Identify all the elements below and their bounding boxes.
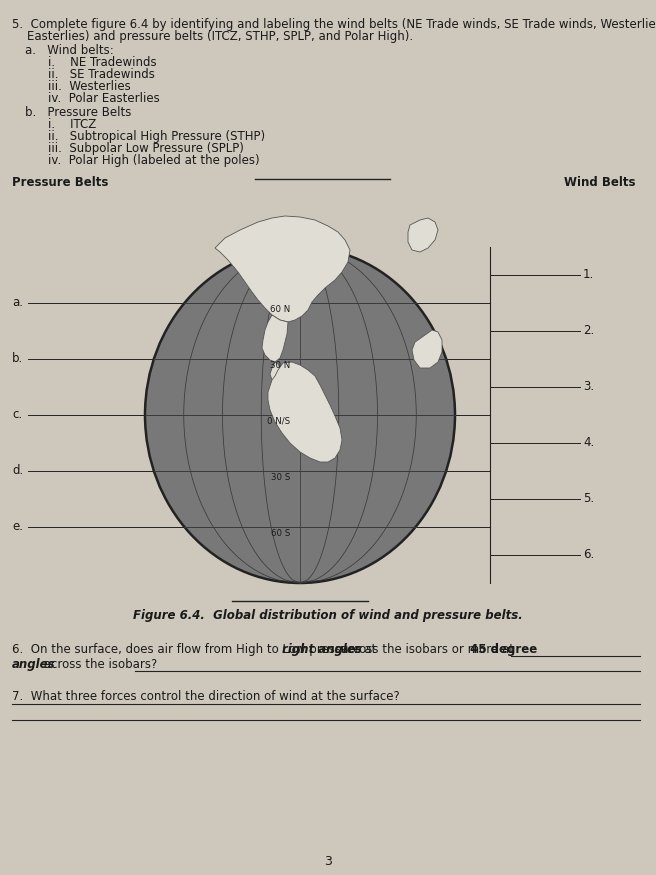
Text: ii.   SE Tradewinds: ii. SE Tradewinds bbox=[48, 68, 155, 81]
Text: c.: c. bbox=[12, 409, 22, 422]
Text: 3.: 3. bbox=[583, 381, 594, 394]
Text: iii.  Westerlies: iii. Westerlies bbox=[48, 80, 131, 93]
Text: i.    NE Tradewinds: i. NE Tradewinds bbox=[48, 56, 157, 69]
Text: ii.   Subtropical High Pressure (STHP): ii. Subtropical High Pressure (STHP) bbox=[48, 130, 265, 143]
Text: a.   Wind belts:: a. Wind belts: bbox=[25, 44, 113, 57]
Text: 6.  On the surface, does air flow from High to Low pressure at: 6. On the surface, does air flow from Hi… bbox=[12, 643, 380, 656]
Text: 0 N/S: 0 N/S bbox=[267, 417, 290, 426]
Text: iv.  Polar High (labeled at the poles): iv. Polar High (labeled at the poles) bbox=[48, 154, 260, 167]
Text: d.: d. bbox=[12, 465, 23, 478]
Text: Wind Belts: Wind Belts bbox=[565, 176, 636, 189]
Text: 30 N: 30 N bbox=[270, 361, 290, 370]
Text: b.   Pressure Belts: b. Pressure Belts bbox=[25, 106, 131, 119]
Text: 60 N: 60 N bbox=[270, 305, 290, 314]
Text: 5.: 5. bbox=[583, 493, 594, 506]
Text: b.: b. bbox=[12, 353, 23, 366]
Text: across the isobars or more at: across the isobars or more at bbox=[337, 643, 518, 656]
Polygon shape bbox=[408, 218, 438, 252]
Text: 30 S: 30 S bbox=[271, 473, 290, 482]
Text: across the isobars?: across the isobars? bbox=[40, 658, 157, 671]
Text: 7.  What three forces control the direction of wind at the surface?: 7. What three forces control the directi… bbox=[12, 690, 400, 703]
Text: a.: a. bbox=[12, 297, 23, 310]
Text: 2.: 2. bbox=[583, 325, 594, 338]
Polygon shape bbox=[262, 315, 288, 362]
Text: Pressure Belts: Pressure Belts bbox=[12, 176, 108, 189]
Text: 6.: 6. bbox=[583, 549, 594, 562]
Polygon shape bbox=[215, 216, 350, 322]
Text: 45 degree: 45 degree bbox=[470, 643, 537, 656]
Text: 4.: 4. bbox=[583, 437, 594, 450]
Polygon shape bbox=[268, 362, 342, 462]
Text: 5.  Complete figure 6.4 by identifying and labeling the wind belts (NE Trade win: 5. Complete figure 6.4 by identifying an… bbox=[12, 18, 656, 31]
Text: 60 S: 60 S bbox=[271, 529, 290, 538]
Text: iii.  Subpolar Low Pressure (SPLP): iii. Subpolar Low Pressure (SPLP) bbox=[48, 142, 244, 155]
Text: 3: 3 bbox=[324, 855, 332, 868]
Text: Easterlies) and pressure belts (ITCZ, STHP, SPLP, and Polar High).: Easterlies) and pressure belts (ITCZ, ST… bbox=[12, 30, 413, 43]
Text: right angles: right angles bbox=[281, 643, 361, 656]
Text: i.    ITCZ: i. ITCZ bbox=[48, 118, 96, 131]
Text: e.: e. bbox=[12, 521, 23, 534]
Text: angles: angles bbox=[12, 658, 56, 671]
Text: 1.: 1. bbox=[583, 269, 594, 282]
Text: Figure 6.4.  Global distribution of wind and pressure belts.: Figure 6.4. Global distribution of wind … bbox=[133, 609, 523, 622]
Polygon shape bbox=[412, 330, 442, 368]
Ellipse shape bbox=[145, 247, 455, 583]
Text: iv.  Polar Easterlies: iv. Polar Easterlies bbox=[48, 92, 160, 105]
Polygon shape bbox=[270, 362, 282, 382]
